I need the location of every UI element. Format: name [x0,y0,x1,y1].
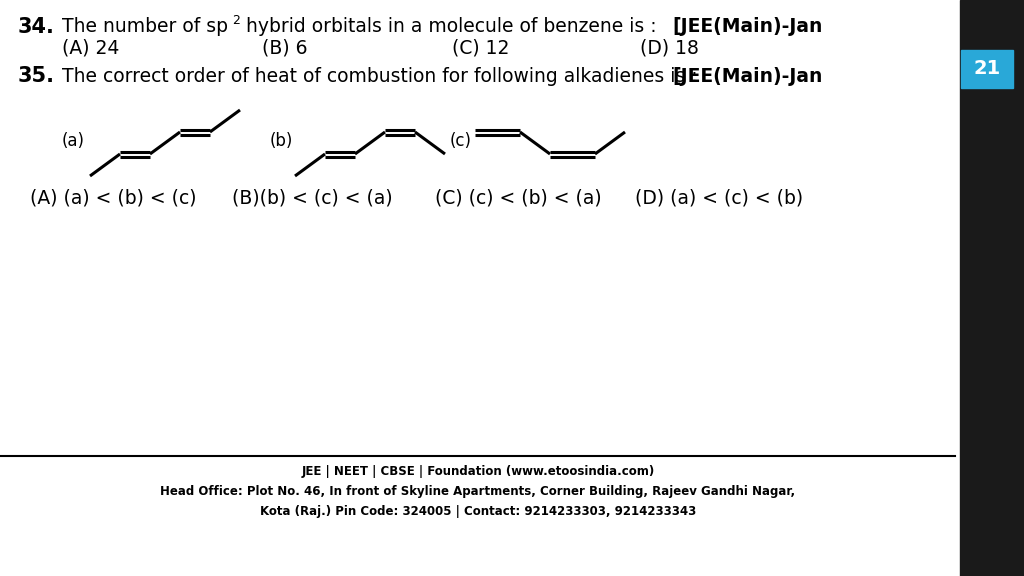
Text: 35.: 35. [18,66,55,86]
Text: The number of sp: The number of sp [62,17,228,36]
Text: (D) (a) < (c) < (b): (D) (a) < (c) < (b) [635,188,803,207]
Bar [961,0,1024,576]
Text: (B)(b) < (c) < (a): (B)(b) < (c) < (a) [232,188,392,207]
Text: 34.: 34. [18,17,55,37]
Text: (C) 12: (C) 12 [452,39,509,58]
Text: Kota (Raj.) Pin Code: 324005 | Contact: 9214233303, 9214233343: Kota (Raj.) Pin Code: 324005 | Contact: … [260,505,696,517]
Text: Head Office: Plot No. 46, In front of Skyline Apartments, Corner Building, Rajee: Head Office: Plot No. 46, In front of Sk… [161,484,796,498]
Text: (D) 18: (D) 18 [640,39,698,58]
Text: (A) 24: (A) 24 [62,39,120,58]
Text: [JEE(Main)-Jan: [JEE(Main)-Jan [672,17,822,36]
Text: hybrid orbitals in a molecule of benzene is :: hybrid orbitals in a molecule of benzene… [240,17,656,36]
Text: 21: 21 [974,59,1000,78]
Text: JEE | NEET | CBSE | Foundation (www.etoosindia.com): JEE | NEET | CBSE | Foundation (www.etoo… [301,464,654,478]
Text: (b): (b) [270,132,293,150]
Text: (C) (c) < (b) < (a): (C) (c) < (b) < (a) [435,188,602,207]
Text: (A) (a) < (b) < (c): (A) (a) < (b) < (c) [30,188,197,207]
Text: [JEE(Main)-Jan: [JEE(Main)-Jan [672,66,822,85]
Text: The correct order of heat of combustion for following alkadienes is :: The correct order of heat of combustion … [62,66,697,85]
Text: 2: 2 [232,14,240,28]
Text: (c): (c) [450,132,472,150]
Bar [961,50,1013,88]
Text: (a): (a) [62,132,85,150]
Text: (B) 6: (B) 6 [262,39,307,58]
